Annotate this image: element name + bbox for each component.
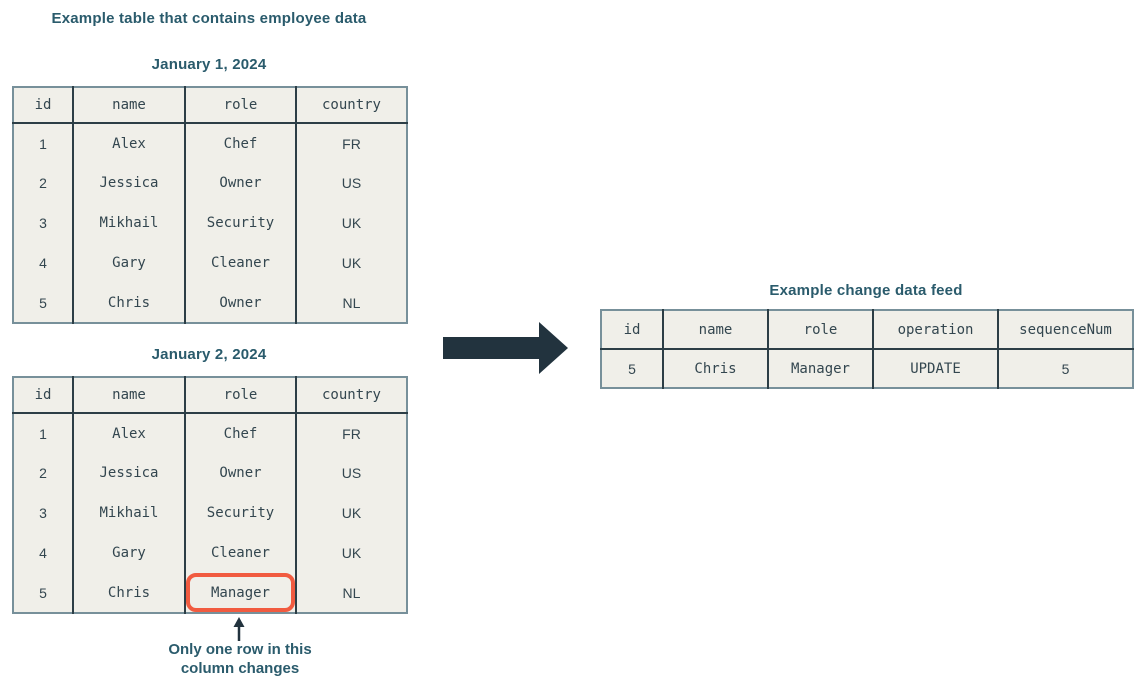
table-cell: UPDATE [872, 349, 998, 388]
table-cell: 2 [39, 175, 47, 191]
snapshot-jan2-title: January 2, 2024 [151, 346, 267, 363]
employee-table-jan1: id name role country 1 Alex Chef FR 2 Jessica Owne… [12, 86, 408, 324]
change-data-feed-table: id name role operation sequenceNum 5 Chris Mana… [600, 309, 1134, 389]
table-cell: NL [295, 573, 407, 613]
table-cell: 1 [39, 135, 47, 152]
table-cell: 5 [39, 584, 47, 601]
table-cell: 5 [997, 349, 1133, 388]
table-cell: 3 [39, 505, 47, 521]
table-cell: Chris [72, 573, 185, 613]
table-cell: FR [295, 413, 407, 453]
table-row: 5 Chris Manager NL [13, 573, 407, 613]
table-cell: US [295, 163, 407, 203]
table-cell: Cleaner [184, 243, 296, 283]
column-header: country [295, 377, 407, 414]
table-cell: Chris [662, 349, 768, 388]
change-annotation: Only one row in this column changes [90, 640, 390, 678]
table-cell: Gary [72, 243, 185, 283]
table-cell: Owner [184, 283, 296, 323]
up-arrow-icon [233, 617, 245, 641]
column-header: sequenceNum [997, 310, 1133, 350]
snapshot-jan1-title: January 1, 2024 [151, 56, 267, 73]
annotation-line-1: Only one row in this [168, 641, 312, 658]
table-row: 4 Gary Cleaner UK [13, 243, 407, 283]
table-cell: Chef [184, 413, 296, 453]
table-cell: Security [184, 203, 296, 243]
table-cell: 4 [39, 255, 47, 271]
column-header: name [72, 377, 185, 414]
column-header: id [13, 87, 73, 124]
column-header: country [295, 87, 407, 124]
table-row: 5 Chris Owner NL [13, 283, 407, 323]
column-header: name [72, 87, 185, 124]
page-title: Example table that contains employee dat… [51, 10, 367, 27]
column-header: role [184, 377, 296, 414]
table-cell: Owner [184, 453, 296, 493]
table-cell: US [295, 453, 407, 493]
table-cell: Chris [72, 283, 185, 323]
column-header: id [601, 310, 663, 350]
highlighted-changed-cell: Manager [184, 573, 296, 613]
column-header: role [767, 310, 873, 350]
table-row: 3 Mikhail Security UK [13, 493, 407, 533]
column-header: name [662, 310, 768, 350]
header-row: id name role country [13, 87, 407, 124]
change-feed-title: Example change data feed [769, 282, 963, 299]
table-row: 1 Alex Chef FR [13, 123, 407, 163]
table-cell: Cleaner [184, 533, 296, 573]
table-row: 5 Chris Manager UPDATE 5 [601, 349, 1133, 388]
table-row: 2 Jessica Owner US [13, 453, 407, 493]
employee-table-jan2: id name role country 1 Alex Chef FR 2 Jessica Owne… [12, 376, 408, 614]
table-cell: 5 [39, 294, 47, 311]
column-header: operation [872, 310, 998, 350]
table-cell: UK [295, 243, 407, 283]
table-cell: Mikhail [72, 493, 185, 533]
table-cell: 3 [39, 215, 47, 231]
table-cell: Manager [767, 349, 873, 388]
table-cell: Jessica [72, 163, 185, 203]
table-cell: Owner [184, 163, 296, 203]
table-row: 4 Gary Cleaner UK [13, 533, 407, 573]
table-row: 1 Alex Chef FR [13, 413, 407, 453]
header-row: id name role operation sequenceNum [601, 310, 1133, 350]
table-cell: Security [184, 493, 296, 533]
column-header: id [13, 377, 73, 414]
table-cell: Alex [72, 123, 185, 163]
table-cell: Chef [184, 123, 296, 163]
table-cell: 5 [628, 360, 636, 377]
table-cell: 1 [39, 425, 47, 442]
table-cell: UK [295, 493, 407, 533]
table-cell: Mikhail [72, 203, 185, 243]
table-cell: NL [295, 283, 407, 323]
column-header: role [184, 87, 296, 124]
right-block-arrow-icon [443, 322, 568, 374]
table-cell: 2 [39, 465, 47, 481]
table-cell: Alex [72, 413, 185, 453]
table-cell: UK [295, 533, 407, 573]
table-row: 2 Jessica Owner US [13, 163, 407, 203]
table-cell: Gary [72, 533, 185, 573]
table-row: 3 Mikhail Security UK [13, 203, 407, 243]
table-cell: FR [295, 123, 407, 163]
table-cell: 4 [39, 545, 47, 561]
header-row: id name role country [13, 377, 407, 414]
table-cell: Jessica [72, 453, 185, 493]
annotation-line-2: column changes [180, 660, 300, 677]
table-cell: UK [295, 203, 407, 243]
